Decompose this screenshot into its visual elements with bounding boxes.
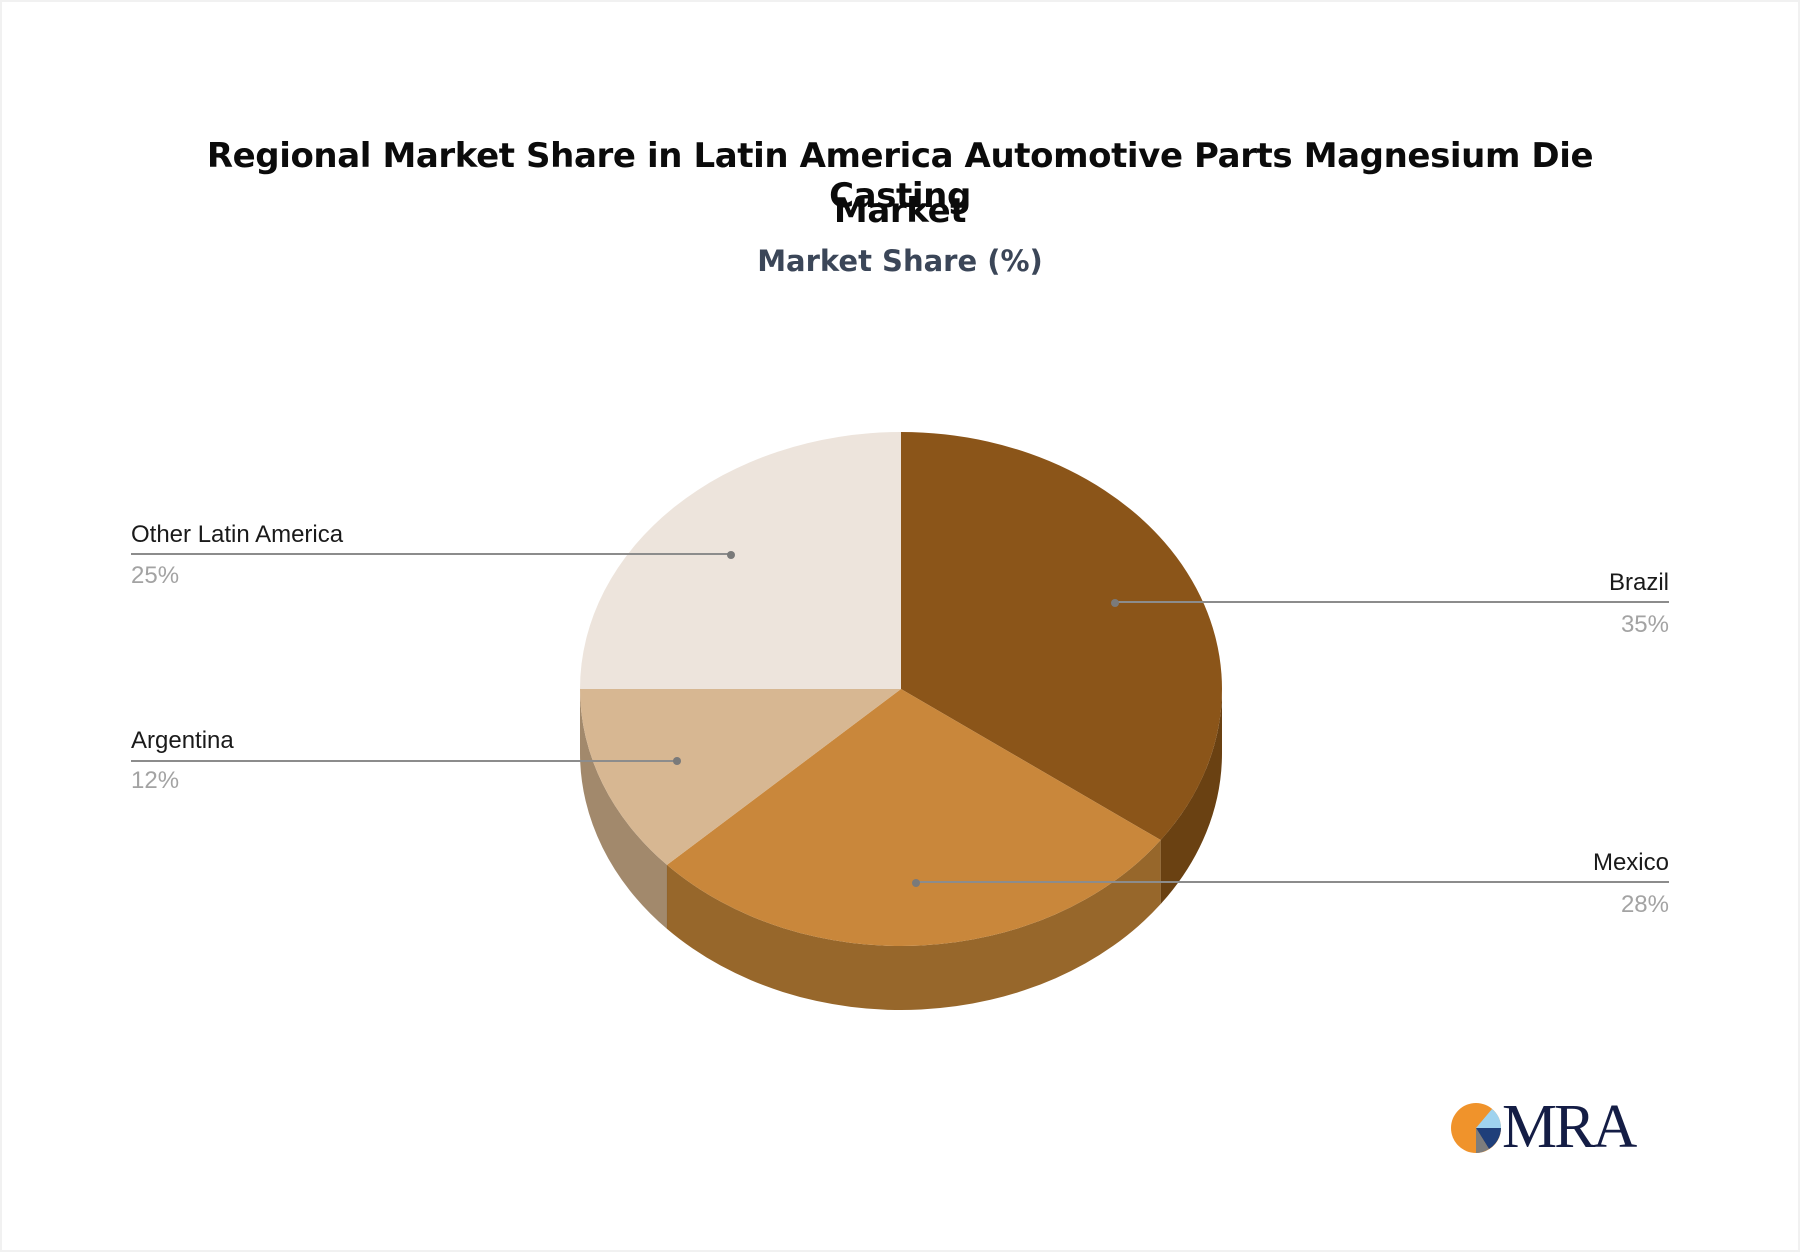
label-mexico: Mexico bbox=[1593, 849, 1669, 876]
label-pct-mexico: 28% bbox=[1621, 891, 1669, 918]
label-pct-other-latin-america: 25% bbox=[131, 562, 179, 589]
chart-title-line-1: Regional Market Share in Latin America A… bbox=[206, 136, 1594, 216]
slice-argentina[interactable] bbox=[580, 689, 901, 865]
callout-dot-brazil bbox=[1111, 599, 1119, 607]
callout-dot-other-latin-america bbox=[727, 551, 735, 559]
slice-side-argentina bbox=[580, 689, 668, 929]
pie-sides bbox=[580, 689, 1222, 1011]
callout-dot-mexico bbox=[912, 879, 920, 887]
callout-dot-argentina bbox=[673, 757, 681, 765]
pie-logo-icon bbox=[1451, 1103, 1501, 1153]
label-other-latin-america: Other Latin America bbox=[131, 521, 344, 548]
label-argentina: Argentina bbox=[131, 727, 234, 754]
label-brazil: Brazil bbox=[1609, 569, 1669, 596]
pie-slices bbox=[580, 432, 1222, 947]
slice-side-mexico bbox=[667, 840, 1161, 1011]
mra-logo: MRA bbox=[1449, 1093, 1649, 1161]
pie-callouts: Brazil 35% Mexico 28% Argentina 12% Other Lati… bbox=[131, 521, 1669, 918]
slice-brazil[interactable] bbox=[901, 432, 1222, 841]
slice-side-brazil bbox=[1160, 689, 1222, 905]
label-pct-argentina: 12% bbox=[131, 767, 179, 794]
chart-title-line-2: Market bbox=[833, 191, 967, 231]
chart-subtitle: Market Share (%) bbox=[757, 244, 1043, 278]
slice-other-latin-america[interactable] bbox=[580, 432, 901, 689]
label-pct-brazil: 35% bbox=[1621, 611, 1669, 638]
logo-text: MRA bbox=[1502, 1093, 1637, 1161]
